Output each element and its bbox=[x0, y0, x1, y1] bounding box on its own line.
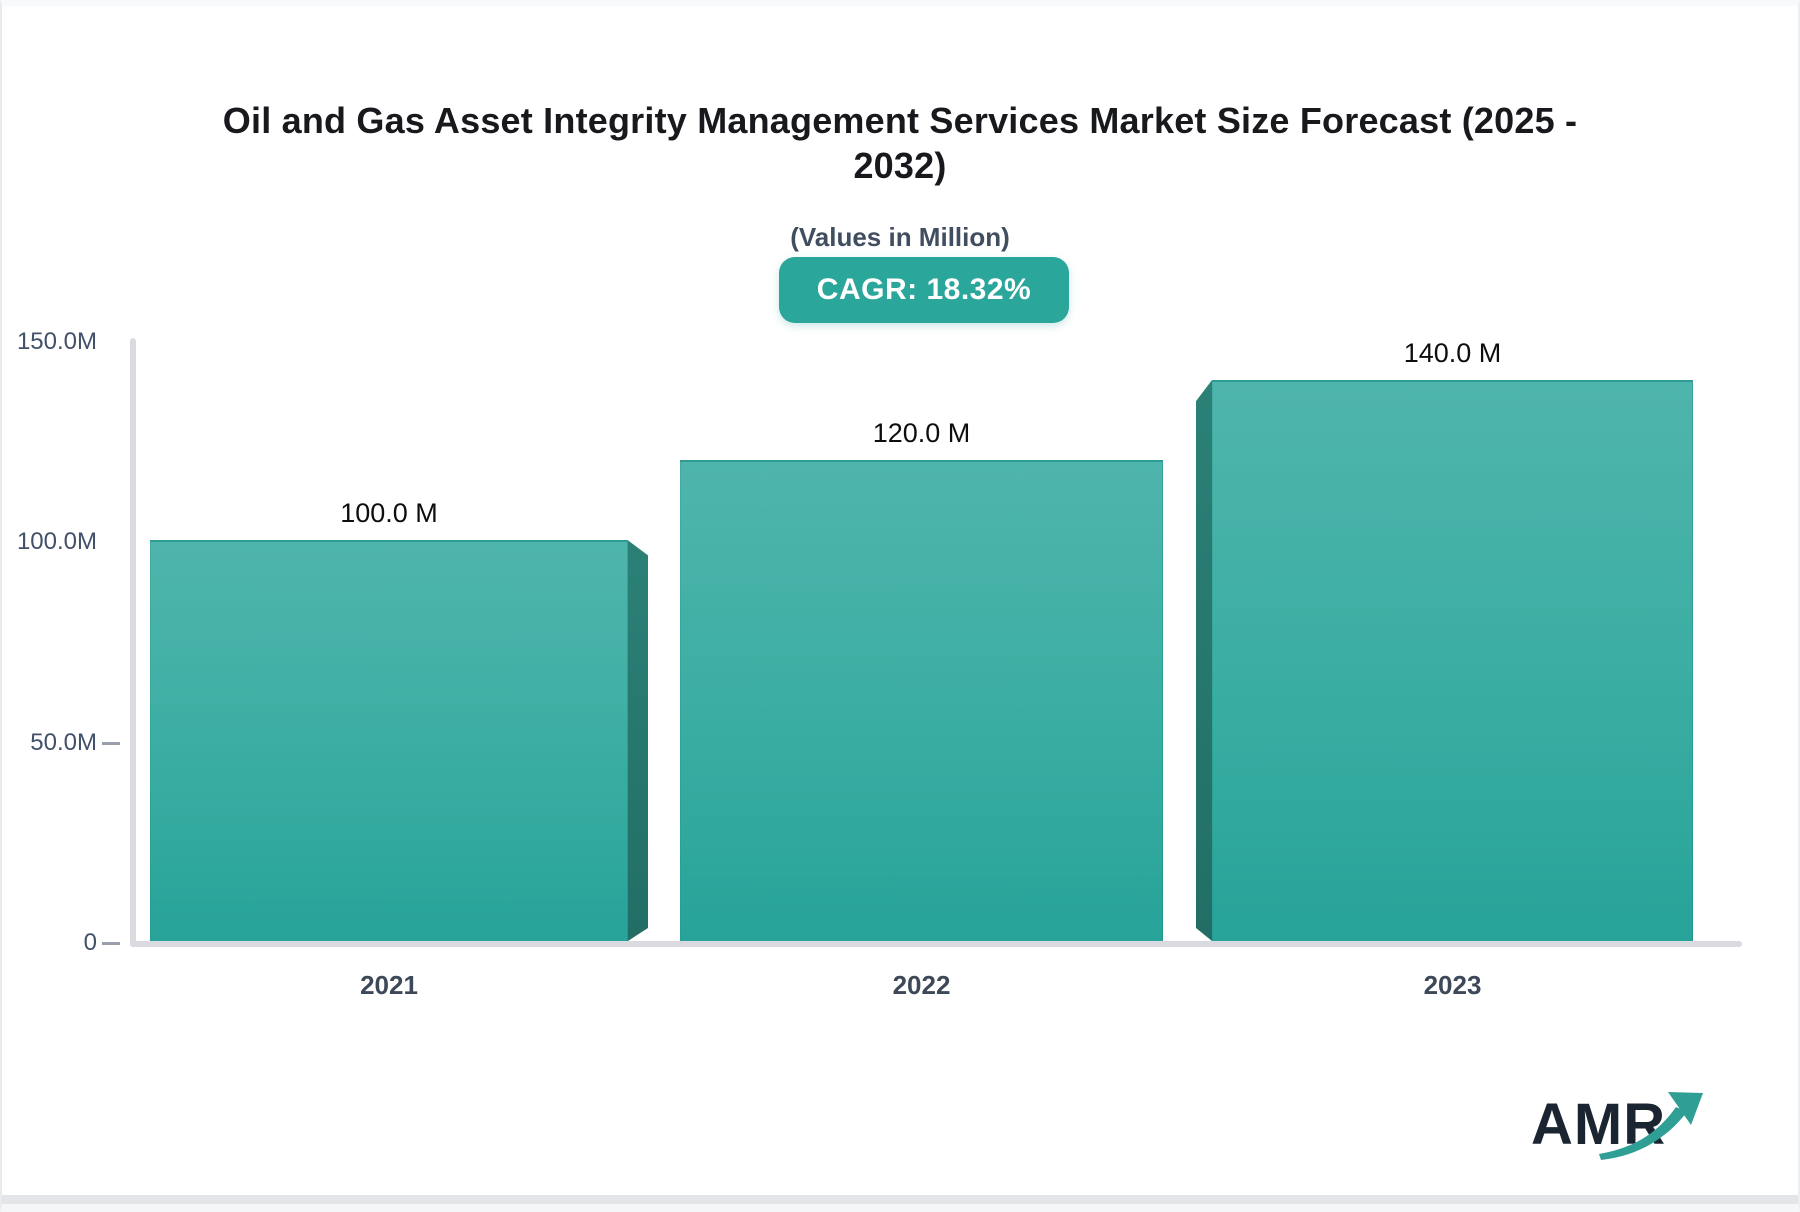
y-axis-line bbox=[130, 338, 136, 947]
y-axis-tick-label: 50.0M bbox=[30, 728, 97, 756]
amr-logo: AMR bbox=[1531, 1092, 1703, 1160]
amr-logo-text: AMR bbox=[1531, 1092, 1666, 1157]
y-axis-tick-label: 100.0M bbox=[16, 528, 97, 556]
bar-value-label: 100.0 M bbox=[340, 498, 438, 529]
bar-3d-side-left bbox=[1196, 380, 1212, 941]
bar-2023[interactable] bbox=[1212, 380, 1693, 941]
x-axis-category-label: 2023 bbox=[1423, 970, 1482, 1000]
cagr-badge: CAGR: 18.32% bbox=[779, 257, 1069, 323]
bar-2022[interactable] bbox=[680, 460, 1163, 941]
y-axis-tick-mark bbox=[102, 942, 120, 945]
y-axis-tick-mark bbox=[102, 741, 120, 745]
chart-subtitle: (Values in Million) bbox=[790, 222, 1010, 252]
chart-title-line-1: Oil and Gas Asset Integrity Management S… bbox=[222, 100, 1578, 141]
growth-arrow-icon bbox=[1599, 1107, 1687, 1160]
x-axis-line bbox=[130, 941, 1742, 947]
growth-arrow-head-icon bbox=[1668, 1092, 1703, 1125]
bar-value-label: 140.0 M bbox=[1403, 338, 1502, 369]
y-axis-tick-label: 0 bbox=[83, 929, 97, 956]
x-axis-category-label: 2022 bbox=[892, 970, 951, 1000]
bar-value-label: 120.0 M bbox=[872, 418, 971, 449]
x-axis-category-label: 2021 bbox=[360, 970, 418, 1000]
chart-title-line-2: 2032) bbox=[853, 145, 947, 186]
bar-3d-side-right bbox=[628, 540, 648, 941]
bar-2021[interactable] bbox=[150, 540, 628, 941]
y-axis-tick-label: 150.0M bbox=[16, 328, 97, 355]
